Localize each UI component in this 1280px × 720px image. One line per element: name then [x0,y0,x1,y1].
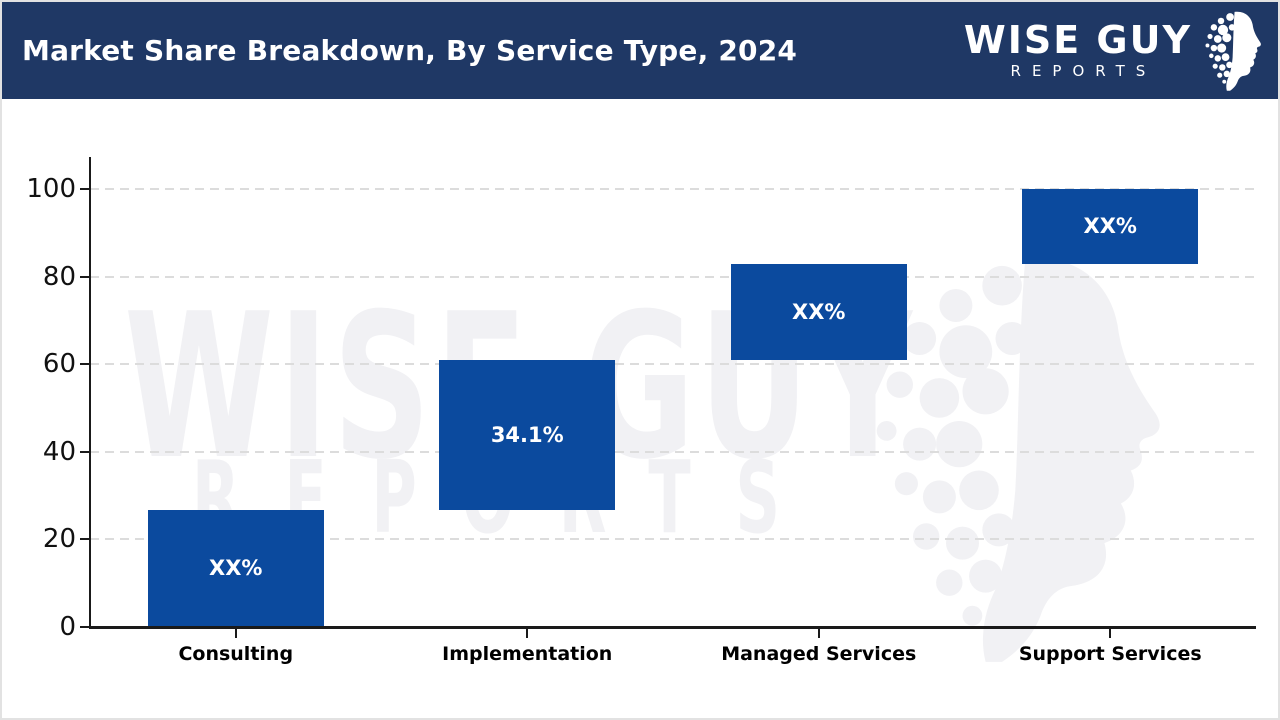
y-axis [88,157,91,628]
gridline-y60 [90,363,1256,366]
bar-managed-services: XX% [730,263,907,361]
logo-wordmark: WISE GUY [963,18,1192,62]
gridline-y100 [90,188,1256,190]
y-axis-tick [80,626,89,628]
bar-value-label: XX% [792,300,846,325]
y-axis-tick [80,538,89,541]
wise-guy-logo: WISE GUY REPORTS [964,8,1268,92]
gridline-y20 [90,538,1256,541]
x-axis-label-implementation: Implementation [442,643,613,665]
y-axis-tick-label: 60 [42,349,76,380]
bar-support-services: XX% [1022,189,1199,264]
bar-implementation: 34.1% [439,360,616,510]
x-axis-tick [1109,629,1112,638]
y-axis-tick-label: 100 [26,174,76,204]
x-axis-tick [234,629,237,638]
x-axis [89,626,1256,629]
y-axis-tick [80,275,89,278]
y-axis-tick-label: 80 [42,261,76,292]
y-axis-tick-label: 20 [42,524,76,555]
x-axis-label-support-services: Support Services [1018,643,1202,665]
bar-value-label: 34.1% [490,422,564,447]
x-axis-label-consulting: Consulting [178,643,294,665]
bar-value-label: XX% [1083,214,1137,239]
y-axis-tick [80,363,89,366]
x-axis-tick [817,629,820,638]
y-axis-tick-label: 40 [42,436,76,467]
gridline-y80 [90,275,1256,278]
x-axis-label-managed-services: Managed Services [721,643,917,665]
bar-consulting: XX% [147,509,324,627]
page-title: Market Share Breakdown, By Service Type,… [22,34,798,67]
y-axis-tick [80,188,89,190]
y-axis-tick [80,450,89,453]
logo-tagline: REPORTS [1010,62,1157,80]
y-axis-tick-label: 0 [59,612,76,642]
logo-text: WISE GUY REPORTS [964,20,1192,80]
header: Market Share Breakdown, By Service Type,… [2,2,1278,99]
bar-value-label: XX% [209,556,263,581]
x-axis-tick [526,629,529,638]
gridline-y40 [90,450,1256,453]
logo-head-icon [1196,8,1268,92]
chart-area: WISE GUY REPORTS 020406080100XX%Consulti… [2,99,1278,718]
